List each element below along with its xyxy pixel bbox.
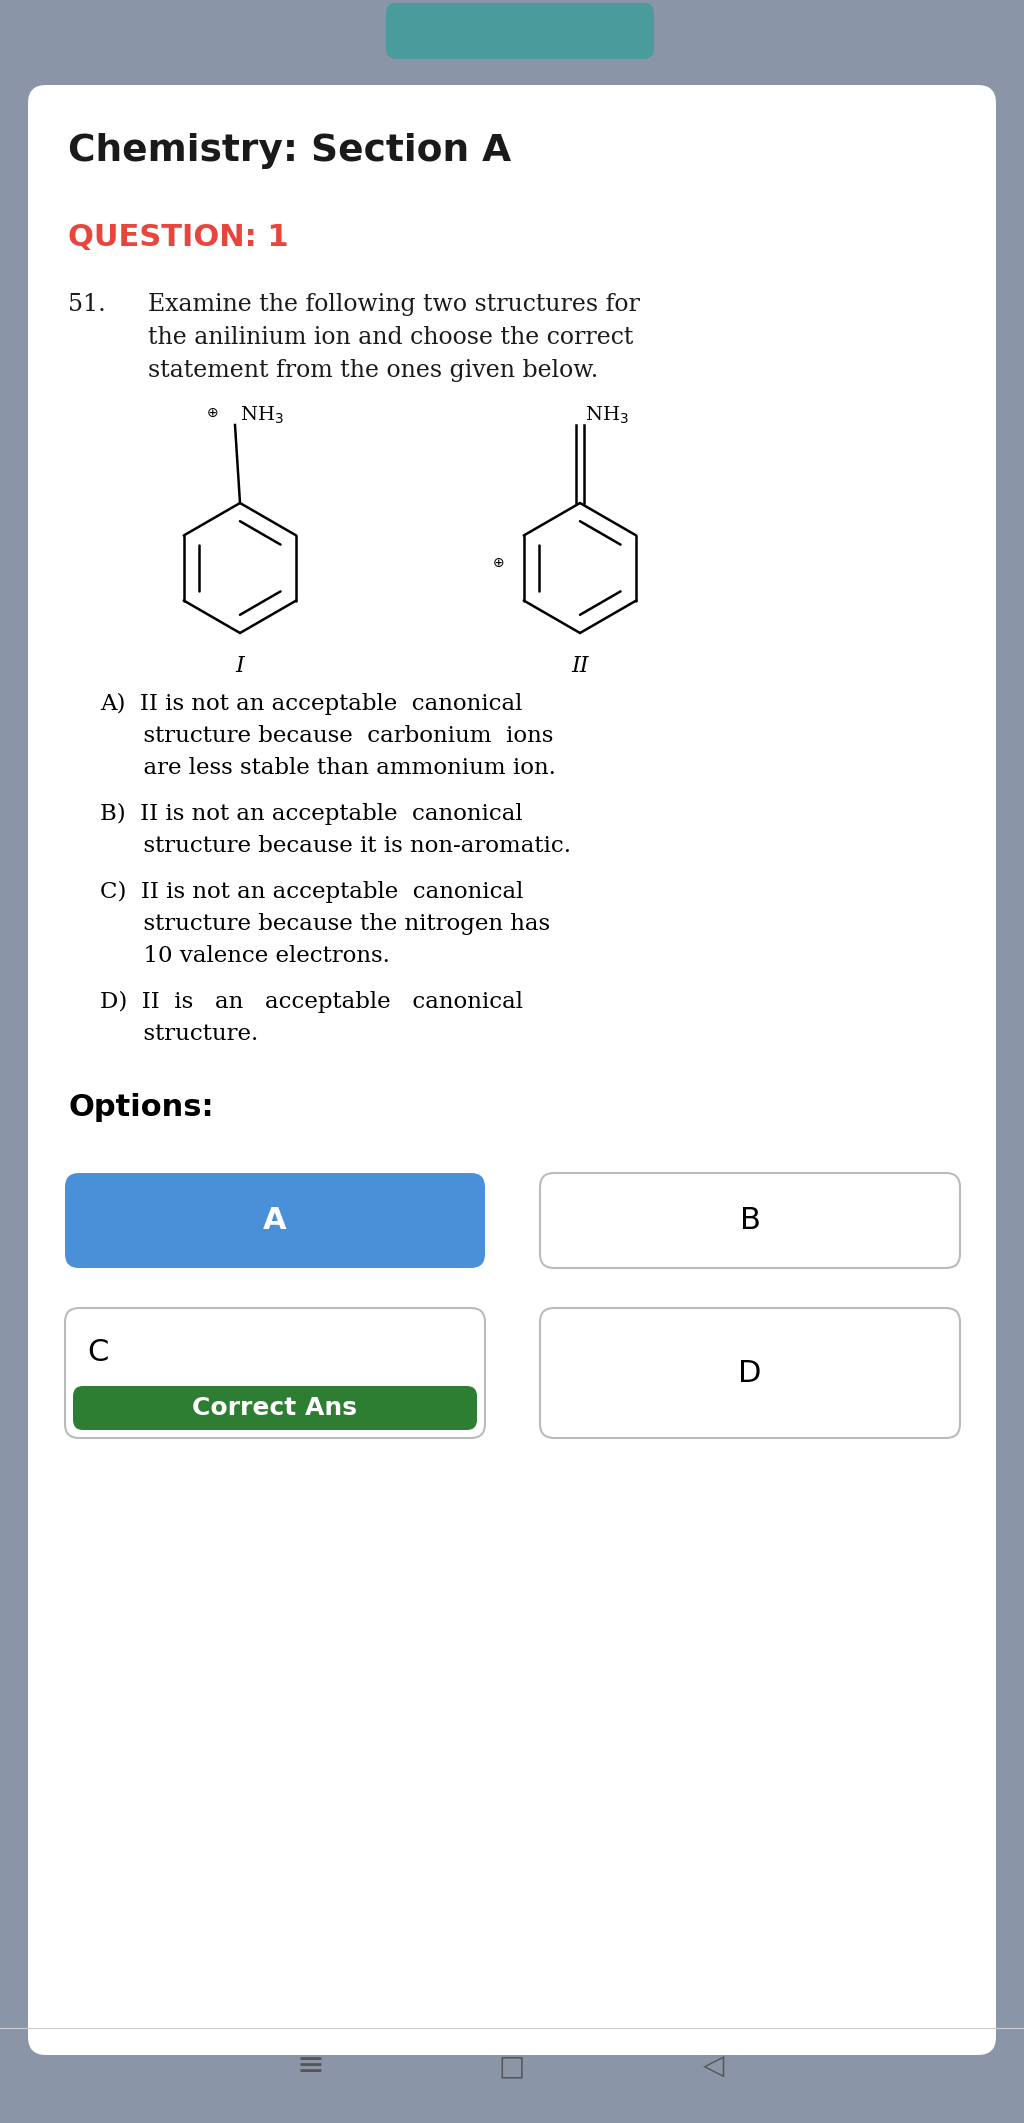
Text: A)  II is not an acceptable  canonical
      structure because  carbonium  ions
: A) II is not an acceptable canonical str… xyxy=(100,692,556,779)
Text: ⊕: ⊕ xyxy=(207,405,219,420)
FancyBboxPatch shape xyxy=(540,1174,961,1267)
Text: I: I xyxy=(236,656,245,677)
Text: QUESTION: 1: QUESTION: 1 xyxy=(68,223,289,253)
Text: B: B xyxy=(739,1206,761,1236)
FancyBboxPatch shape xyxy=(540,1308,961,1437)
FancyBboxPatch shape xyxy=(65,1174,485,1267)
Text: II: II xyxy=(571,656,589,677)
Text: Chemistry: Section A: Chemistry: Section A xyxy=(68,134,511,170)
Text: C: C xyxy=(87,1337,109,1367)
Text: ≡: ≡ xyxy=(296,2049,324,2083)
Text: □: □ xyxy=(499,2053,525,2081)
Text: ⊕: ⊕ xyxy=(494,556,505,569)
Text: NH$_3$: NH$_3$ xyxy=(240,403,284,425)
FancyBboxPatch shape xyxy=(73,1386,477,1431)
Text: 51.: 51. xyxy=(68,293,105,316)
FancyBboxPatch shape xyxy=(65,1308,485,1437)
Text: D)  II  is   an   acceptable   canonical
      structure.: D) II is an acceptable canonical structu… xyxy=(100,991,523,1045)
FancyBboxPatch shape xyxy=(386,2,654,59)
Text: Options:: Options: xyxy=(68,1093,214,1121)
Text: ◁: ◁ xyxy=(703,2053,725,2081)
Text: C)  II is not an acceptable  canonical
      structure because the nitrogen has
: C) II is not an acceptable canonical str… xyxy=(100,881,550,966)
Text: Correct Ans: Correct Ans xyxy=(193,1397,357,1420)
Text: Examine the following two structures for
the anilinium ion and choose the correc: Examine the following two structures for… xyxy=(148,293,640,382)
FancyBboxPatch shape xyxy=(28,85,996,2055)
Text: NH$_3$: NH$_3$ xyxy=(585,403,629,425)
Text: A: A xyxy=(263,1206,287,1236)
Text: D: D xyxy=(738,1359,762,1388)
Text: B)  II is not an acceptable  canonical
      structure because it is non-aromati: B) II is not an acceptable canonical str… xyxy=(100,802,571,858)
